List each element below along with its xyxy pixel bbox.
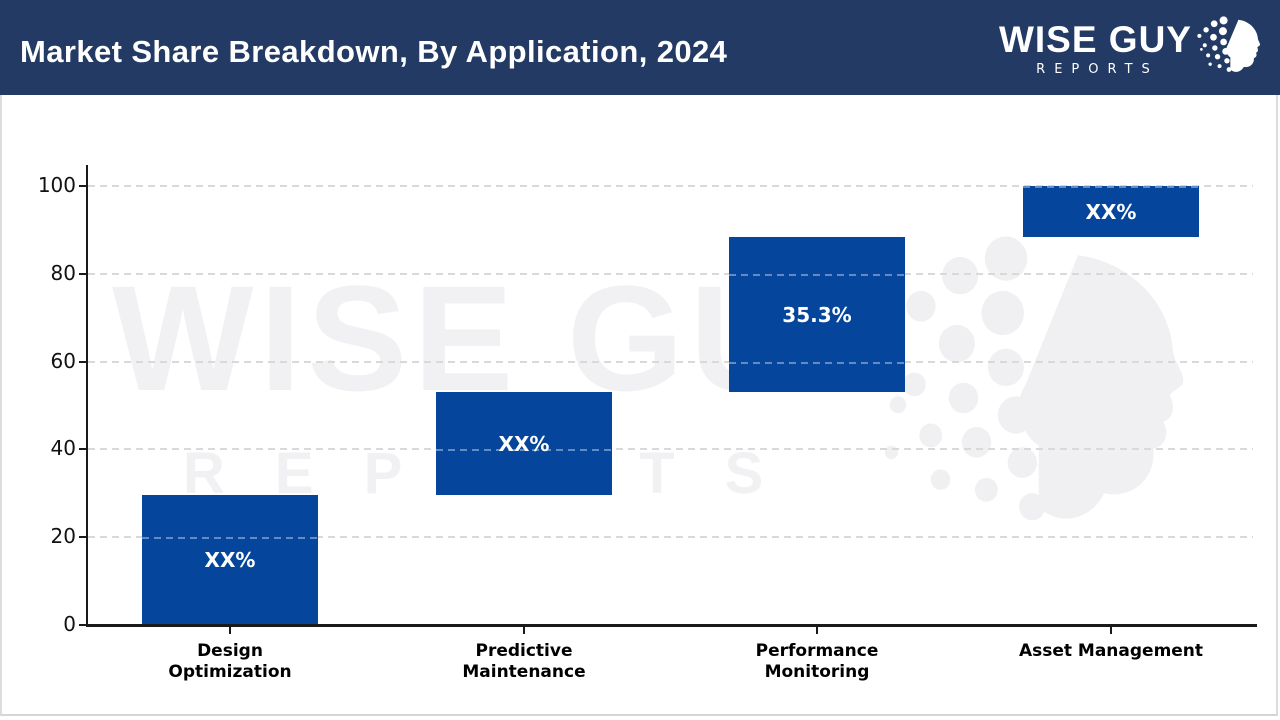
bar-value-label: 35.3% [782,302,852,327]
x-tick-mark [229,627,231,634]
bar-segment: XX% [1023,186,1199,238]
page-title: Market Share Breakdown, By Application, … [20,34,728,69]
gridline [88,185,1253,187]
gridline-over-bar [729,361,905,364]
y-tick-mark [79,360,86,363]
x-category-label: Performance Monitoring [697,641,937,683]
x-category-label-line: Monitoring [764,662,870,682]
gridline-over-bar [142,537,318,540]
y-tick-label: 60 [50,348,76,373]
bar-segment: XX% [142,495,318,625]
brand-subtitle: REPORTS [1036,61,1159,77]
y-axis-line [86,165,88,627]
bar-segment: XX% [436,392,612,496]
x-category-label-line: Asset Management [1018,641,1204,661]
y-tick-mark [79,185,86,187]
brand-name: WISE GUY [998,18,1192,60]
y-tick-mark [79,448,86,451]
y-tick-label: 40 [50,436,76,461]
brand-logo-text: WISE GUY REPORTS [998,18,1192,77]
x-tick-mark [523,627,525,634]
gridline-over-bar [729,273,905,276]
y-tick-mark [79,536,86,539]
y-tick-label: 80 [50,260,76,285]
header-bar: Market Share Breakdown, By Application, … [0,0,1280,95]
y-tick-label: 20 [50,524,76,549]
gridline [88,360,1253,363]
x-tick-mark [1110,627,1112,634]
x-category-label: Asset Management [991,641,1231,662]
gridline-over-bar [436,449,612,452]
x-tick-mark [816,627,818,634]
x-category-label-line: Performance [755,641,879,661]
bar-value-label: XX% [498,431,550,456]
gridline [88,448,1253,451]
x-category-label: Predictive Maintenance [404,641,644,683]
bar-segment: 35.3% [729,237,905,393]
bar-value-label: XX% [204,548,256,573]
watermark-dotted-head-icon [876,236,1184,521]
y-tick-mark [79,624,86,626]
x-axis-line [86,624,1257,627]
brand-dotted-head-icon [1197,16,1261,72]
x-category-label-line: Maintenance [462,662,586,682]
gridline [88,536,1253,539]
y-tick-label: 100 [37,173,76,197]
x-category-label-line: Design [197,641,263,661]
x-category-label-line: Optimization [168,662,292,682]
x-category-label: Design Optimization [110,641,350,683]
y-tick-label: 0 [63,612,76,636]
bar-value-label: XX% [1085,199,1137,224]
brand-logo: WISE GUY REPORTS [999,6,1268,90]
y-tick-mark [79,272,86,275]
gridline [88,272,1253,275]
gridline-over-bar [1023,186,1199,188]
x-category-label-line: Predictive [475,641,573,661]
